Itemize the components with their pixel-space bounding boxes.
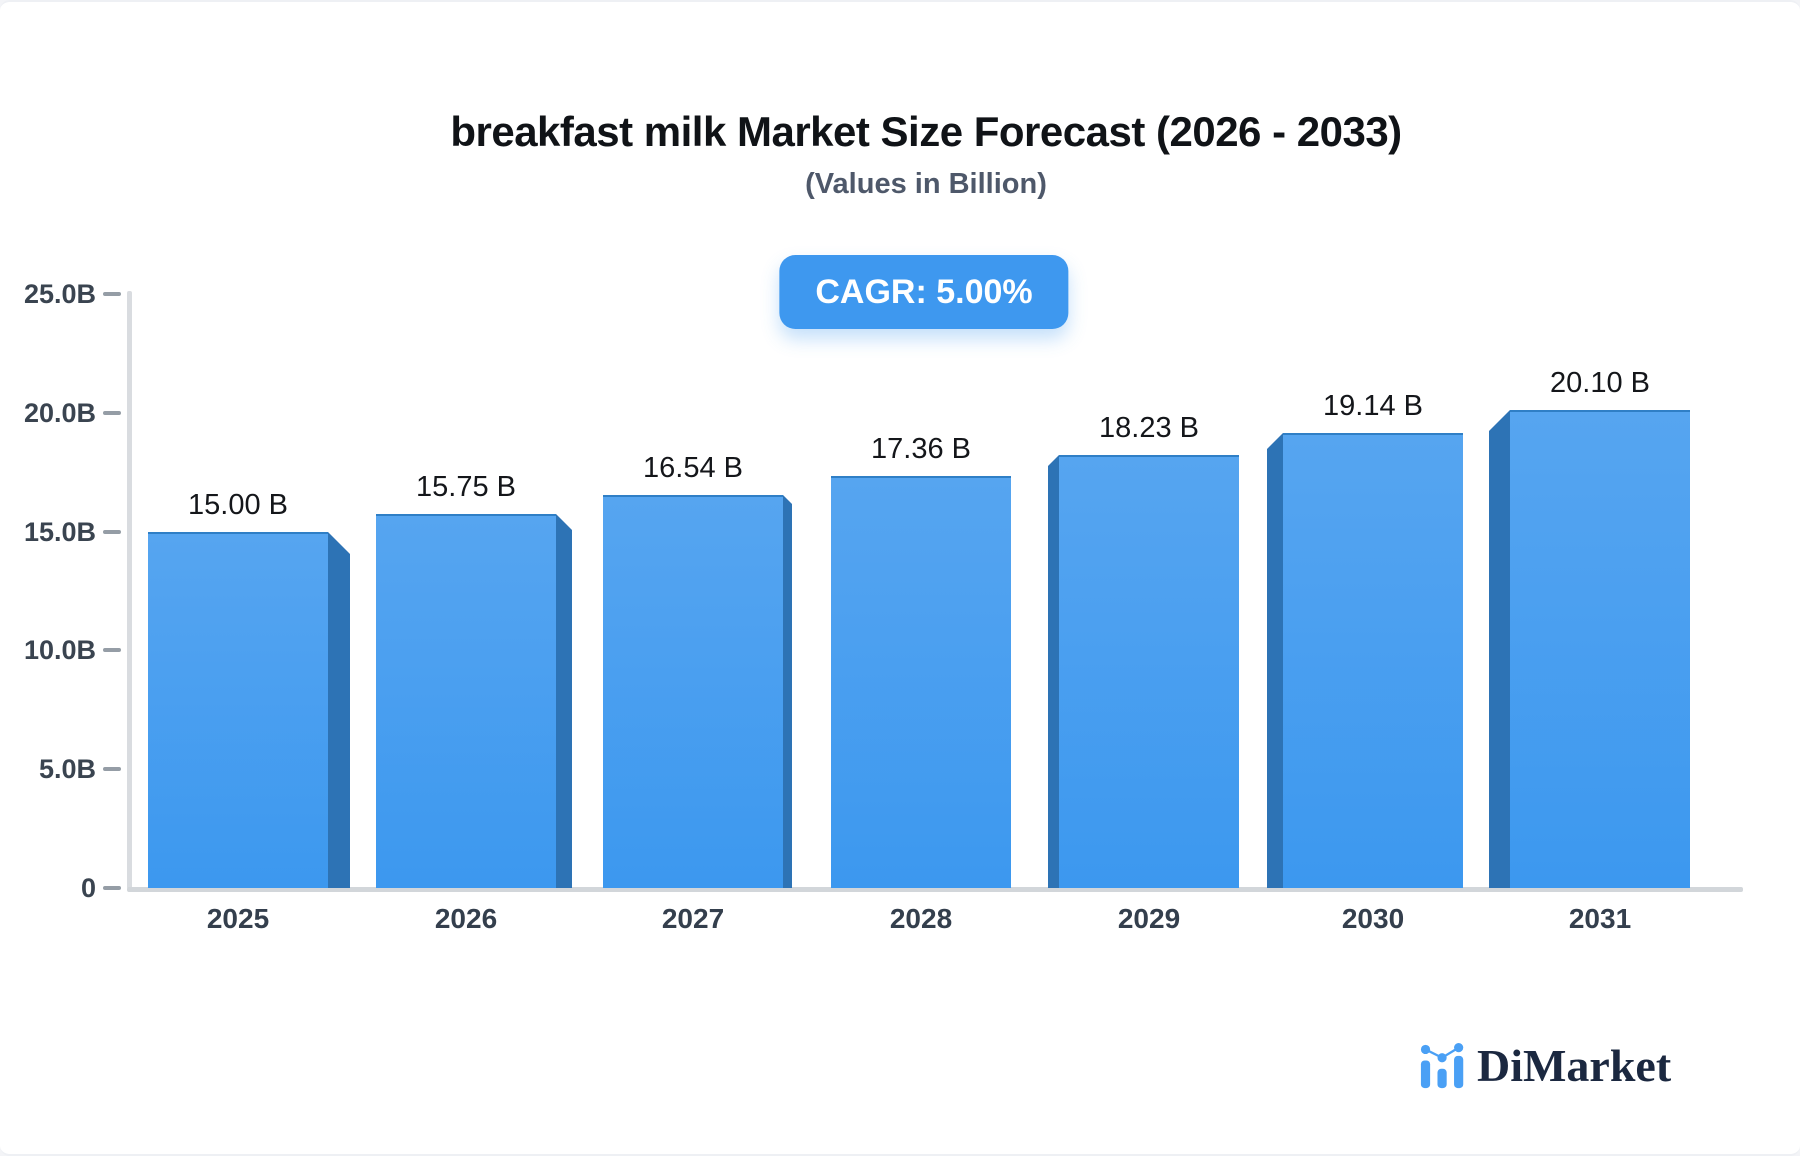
bar-2030 <box>1283 433 1463 888</box>
y-axis-tick-mark <box>103 410 121 415</box>
chart-title: breakfast milk Market Size Forecast (202… <box>450 108 1402 155</box>
bar-value-label-2027: 16.54 B <box>643 452 743 484</box>
y-axis-label-25: 25.0B <box>23 279 96 309</box>
bar-2027 <box>603 495 783 888</box>
brand-name: DiMarket <box>1477 1040 1672 1091</box>
brand-logo: DiMarket <box>1420 1040 1671 1092</box>
y-axis-line <box>127 291 132 889</box>
x-axis-label-2028: 2028 <box>889 903 953 934</box>
x-axis-label-2026: 2026 <box>434 903 498 934</box>
bar-value-label-2029: 18.23 B <box>1099 412 1199 444</box>
bar-value-label-2028: 17.36 B <box>871 433 971 465</box>
y-axis-label-20: 20.0B <box>23 397 96 428</box>
y-axis-tick-mark <box>103 886 121 890</box>
bar-side-face-2027 <box>783 495 792 888</box>
y-axis-label-5: 5.0B <box>38 754 96 785</box>
bar-value-label-2031: 20.10 B <box>1550 367 1650 399</box>
bar-value-label-2025: 15.00 B <box>188 489 288 521</box>
y-axis-tick-mark <box>103 648 121 653</box>
bar-side-face-2030 <box>1267 433 1283 888</box>
y-axis-tick-mark <box>103 292 121 296</box>
y-axis-tick-mark <box>103 767 121 772</box>
bar-side-face-2029 <box>1048 455 1059 888</box>
x-axis-label-2030: 2030 <box>1341 903 1405 934</box>
y-axis-label-10: 10.0B <box>23 635 96 666</box>
cagr-badge: CAGR: 5.00% <box>779 255 1069 329</box>
bar-2028 <box>831 476 1011 888</box>
chart-subtitle: (Values in Billion) <box>805 168 1047 200</box>
bar-2025 <box>148 532 328 888</box>
x-axis-label-2027: 2027 <box>661 903 725 934</box>
x-axis-label-2029: 2029 <box>1117 903 1181 934</box>
bar-value-label-2026: 15.75 B <box>416 471 516 503</box>
bar-2031 <box>1510 410 1690 888</box>
x-axis-line <box>127 887 1743 892</box>
bar-value-label-2030: 19.14 B <box>1323 390 1423 422</box>
y-axis-tick-mark <box>103 529 121 534</box>
x-axis-label-2031: 2031 <box>1568 903 1632 934</box>
bar-2029 <box>1059 455 1239 888</box>
x-axis-label-2025: 2025 <box>206 903 270 934</box>
y-axis-label-0: 0 <box>80 873 96 903</box>
dimarket-logo-icon <box>1420 1043 1464 1089</box>
bar-side-face-2026 <box>556 514 572 888</box>
bar-side-face-2031 <box>1489 410 1510 888</box>
bar-side-face-2025 <box>328 532 350 888</box>
bar-2026 <box>376 514 556 888</box>
y-axis-label-15: 15.0B <box>23 516 96 547</box>
